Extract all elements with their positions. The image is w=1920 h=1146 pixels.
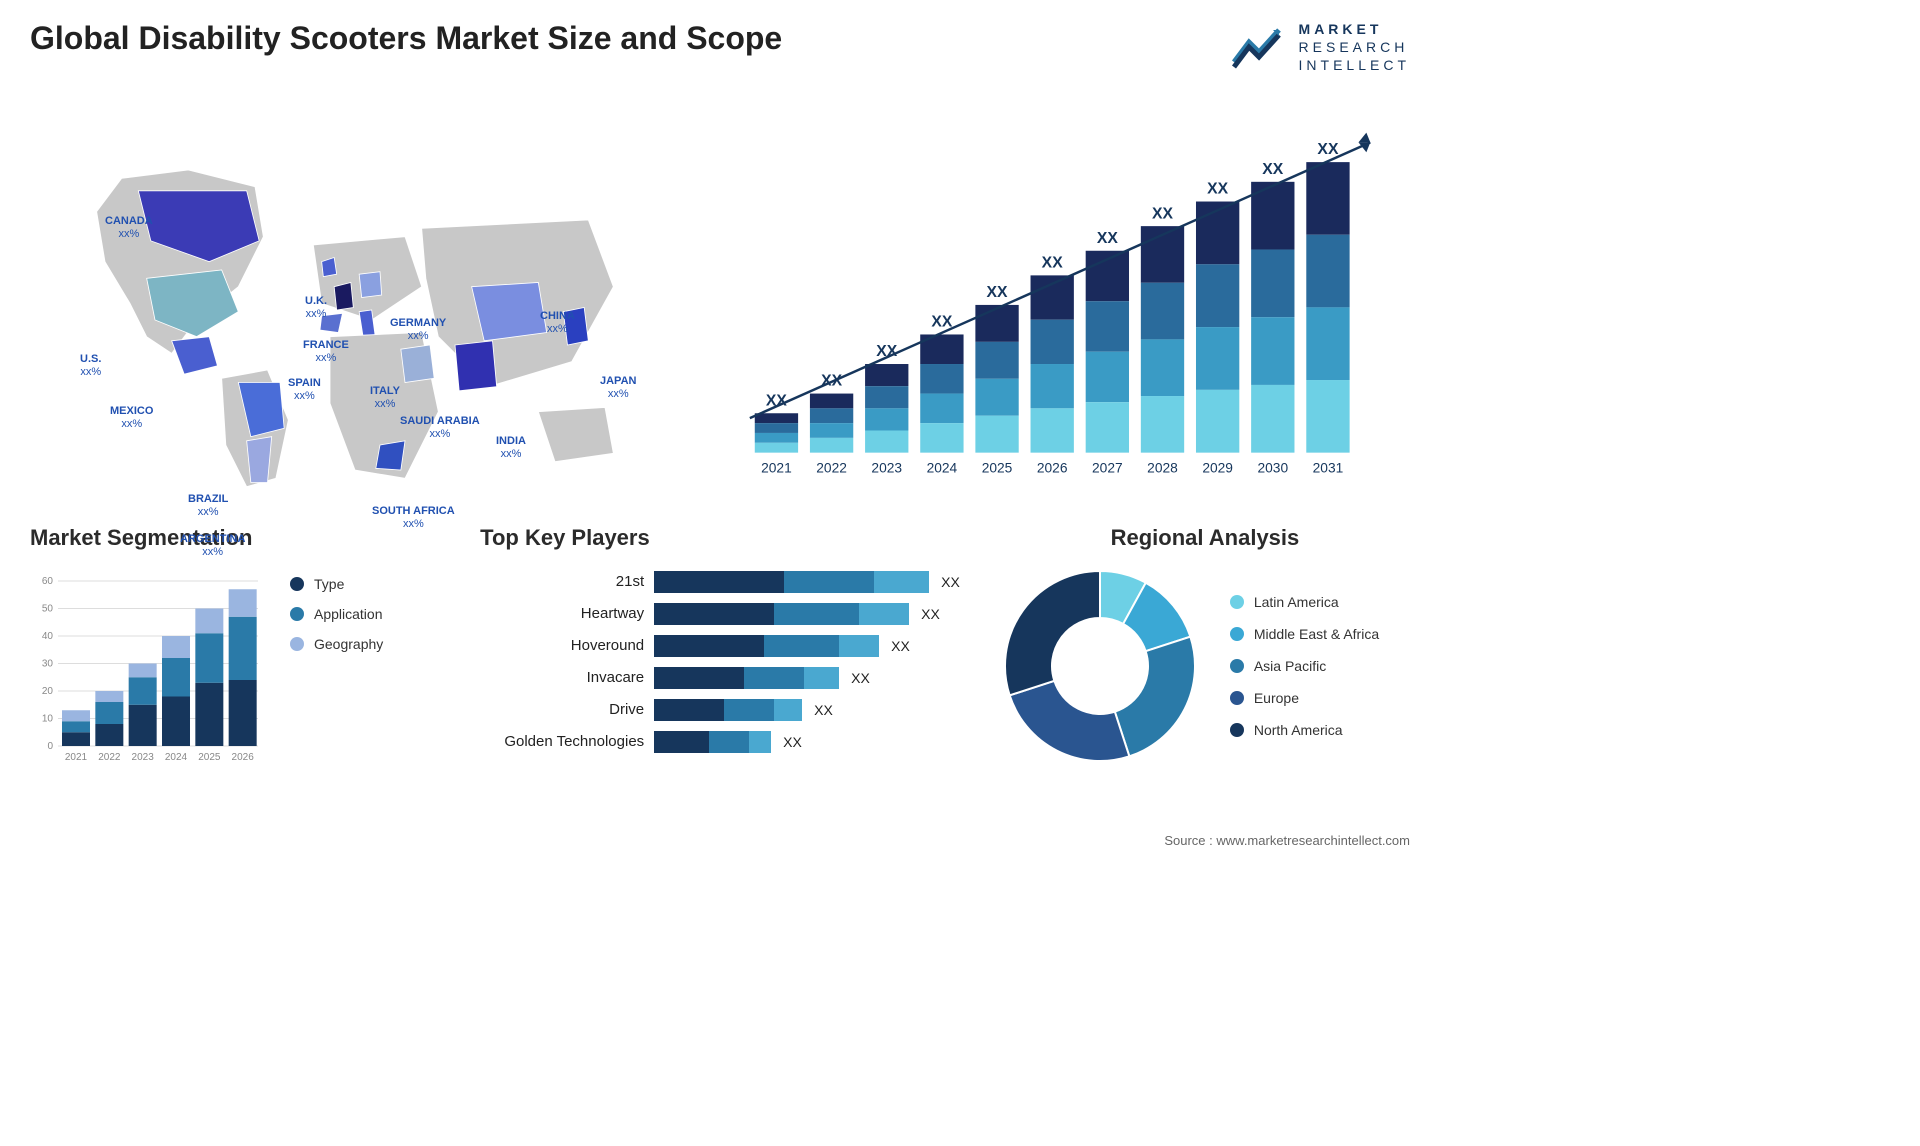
svg-text:2025: 2025 <box>198 752 221 763</box>
legend-item: Europe <box>1230 690 1379 706</box>
map-label: SPAINxx% <box>288 377 321 403</box>
player-name: Invacare <box>490 669 650 686</box>
svg-text:2024: 2024 <box>165 752 188 763</box>
world-map: CANADAxx%U.S.xx%MEXICOxx%BRAZILxx%ARGENT… <box>30 95 680 495</box>
svg-text:2021: 2021 <box>65 752 88 763</box>
map-label: FRANCExx% <box>303 339 349 365</box>
player-bar <box>654 571 929 593</box>
source-text: Source : www.marketresearchintellect.com <box>1164 833 1410 848</box>
map-label: ITALYxx% <box>370 385 400 411</box>
logo-line2: RESEARCH <box>1299 38 1410 56</box>
player-row: Invacare XX <box>490 662 960 694</box>
svg-text:50: 50 <box>42 603 54 614</box>
map-label: SOUTH AFRICAxx% <box>372 505 455 531</box>
player-value: XX <box>891 638 910 654</box>
player-name: Golden Technologies <box>490 733 650 750</box>
player-row: 21st XX <box>490 566 960 598</box>
regional-legend: Latin America Middle East & Africa Asia Pa… <box>1230 594 1379 738</box>
map-label: MEXICOxx% <box>110 405 153 431</box>
segmentation-panel: Market Segmentation 01020304050602021202… <box>30 525 440 766</box>
legend-item: Geography <box>290 636 383 652</box>
map-label: CHINAxx% <box>540 310 575 336</box>
svg-text:2024: 2024 <box>927 460 958 475</box>
page-title: Global Disability Scooters Market Size a… <box>30 20 782 57</box>
player-name: Heartway <box>490 605 650 622</box>
player-row: Heartway XX <box>490 598 960 630</box>
svg-text:XX: XX <box>1207 180 1229 197</box>
svg-text:2021: 2021 <box>761 460 792 475</box>
legend-item: Asia Pacific <box>1230 658 1379 674</box>
players-panel: Top Key Players 21stXXHeartwayXXHoveroun… <box>480 525 960 766</box>
player-value: XX <box>921 606 940 622</box>
player-bar <box>654 603 909 625</box>
svg-text:XX: XX <box>1262 161 1284 178</box>
player-bar <box>654 635 879 657</box>
svg-text:2027: 2027 <box>1092 460 1123 475</box>
legend-item: Type <box>290 576 383 592</box>
segmentation-legend: Type Application Geography <box>290 566 383 766</box>
logo-line3: INTELLECT <box>1299 56 1410 74</box>
segmentation-chart: 0 10 20 30 40 50 60 2021 2022 2023 2024 2025 2026 <box>30 566 270 766</box>
legend-item: Application <box>290 606 383 622</box>
player-name: Hoveround <box>490 637 650 654</box>
player-row: Hoveround XX <box>490 630 960 662</box>
svg-text:2023: 2023 <box>132 752 155 763</box>
regional-donut <box>1000 566 1200 766</box>
svg-text:40: 40 <box>42 631 54 642</box>
svg-text:XX: XX <box>1097 229 1119 246</box>
svg-text:2025: 2025 <box>982 460 1013 475</box>
svg-text:20: 20 <box>42 686 54 697</box>
svg-text:2030: 2030 <box>1257 460 1288 475</box>
player-name: Drive <box>490 701 650 718</box>
player-name: 21st <box>490 573 650 590</box>
map-label: CANADAxx% <box>105 215 153 241</box>
logo: MARKET RESEARCH INTELLECT <box>1229 20 1410 75</box>
legend-item: North America <box>1230 722 1379 738</box>
svg-text:2023: 2023 <box>871 460 902 475</box>
map-label: BRAZILxx% <box>188 493 228 519</box>
map-label: ARGENTINAxx% <box>180 533 245 559</box>
svg-text:2022: 2022 <box>98 752 121 763</box>
legend-item: Middle East & Africa <box>1230 626 1379 642</box>
svg-text:0: 0 <box>47 741 53 752</box>
player-value: XX <box>814 702 833 718</box>
player-value: XX <box>851 670 870 686</box>
player-row: Drive XX <box>490 694 960 726</box>
svg-text:10: 10 <box>42 713 54 724</box>
players-chart: 21stXXHeartwayXXHoveroundXXInvacareXXDri… <box>480 566 960 758</box>
regional-title: Regional Analysis <box>1000 525 1410 551</box>
svg-text:2026: 2026 <box>1037 460 1068 475</box>
player-value: XX <box>783 734 802 750</box>
svg-text:2022: 2022 <box>816 460 847 475</box>
svg-text:2029: 2029 <box>1202 460 1233 475</box>
svg-text:30: 30 <box>42 658 54 669</box>
map-label: U.K.xx% <box>305 295 327 321</box>
player-value: XX <box>941 574 960 590</box>
players-title: Top Key Players <box>480 525 960 551</box>
map-label: SAUDI ARABIAxx% <box>400 415 480 441</box>
svg-text:2026: 2026 <box>232 752 255 763</box>
svg-text:2031: 2031 <box>1313 460 1344 475</box>
svg-text:60: 60 <box>42 576 54 587</box>
legend-item: Latin America <box>1230 594 1379 610</box>
regional-panel: Regional Analysis Latin America Middle Ea… <box>1000 525 1410 766</box>
main-bar-chart: XX 2021 XX 2022 XX 2023 XX 2024 XX 2025 XX 2026 XX 20… <box>720 95 1410 495</box>
map-label: U.S.xx% <box>80 353 101 379</box>
map-label: GERMANYxx% <box>390 317 446 343</box>
player-bar <box>654 731 771 753</box>
svg-text:XX: XX <box>1152 205 1174 222</box>
player-row: Golden Technologies XX <box>490 726 960 758</box>
player-bar <box>654 667 839 689</box>
player-bar <box>654 699 802 721</box>
logo-line1: MARKET <box>1299 20 1410 38</box>
map-label: JAPANxx% <box>600 375 636 401</box>
svg-text:XX: XX <box>987 284 1009 301</box>
map-label: INDIAxx% <box>496 435 526 461</box>
svg-text:2028: 2028 <box>1147 460 1178 475</box>
svg-text:XX: XX <box>1042 254 1064 271</box>
svg-text:XX: XX <box>1317 141 1339 158</box>
